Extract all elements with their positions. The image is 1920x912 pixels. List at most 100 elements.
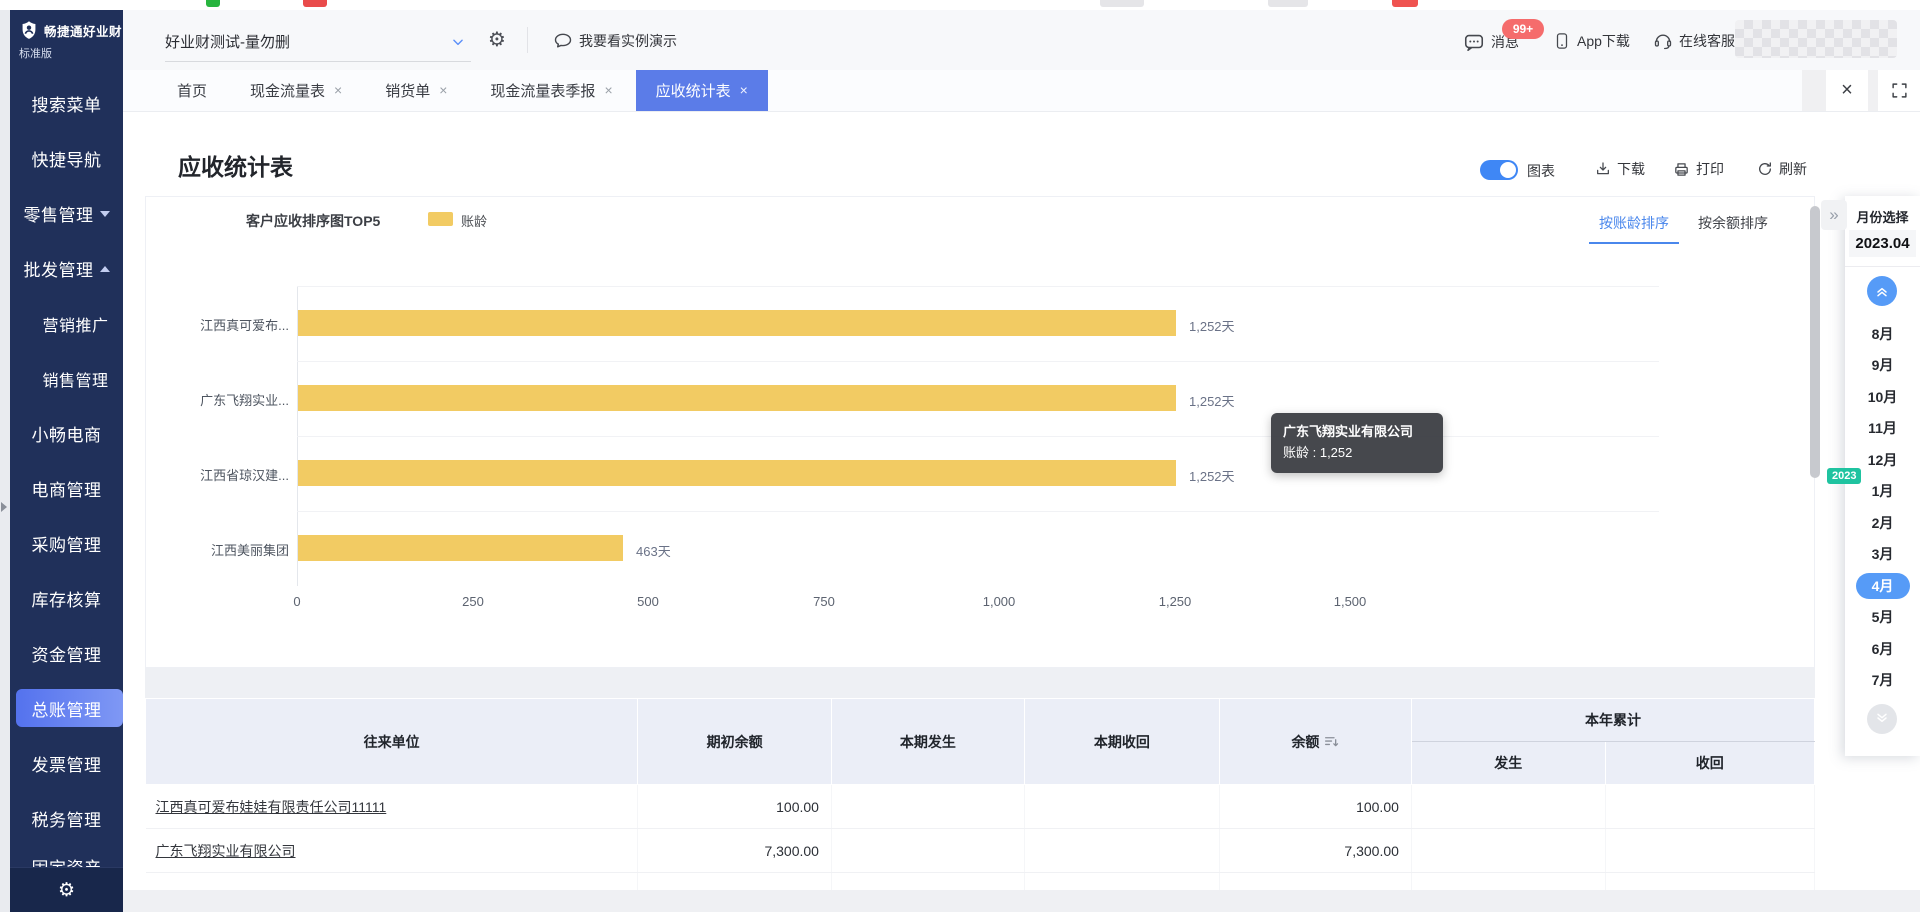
month-item-dec[interactable]: 12月 — [1867, 451, 1898, 468]
sidebar-expand-arrow-icon[interactable] — [1, 502, 7, 512]
browser-fragment — [1392, 0, 1418, 7]
month-item-jul[interactable]: 7月 — [1871, 672, 1894, 689]
sidebar-item-general-ledger[interactable]: 总账管理 — [10, 681, 123, 736]
sort-by-aging-tab[interactable]: 按账龄排序 — [1589, 213, 1679, 244]
x-tick: 1,250 — [1158, 594, 1192, 609]
tab-cash-flow[interactable]: 现金流量表 — [230, 70, 362, 111]
print-button[interactable]: 打印 — [1673, 159, 1724, 179]
month-item-sep[interactable]: 9月 — [1871, 357, 1894, 374]
vertical-scrollbar-thumb[interactable] — [1810, 206, 1820, 478]
bar-jiangxi-zhenkeai[interactable] — [298, 310, 1176, 336]
month-item-oct[interactable]: 10月 — [1867, 388, 1898, 405]
tab-close-icon[interactable] — [439, 82, 447, 99]
ytd-incurred-cell — [1411, 828, 1606, 873]
sidebar-item-invoices[interactable]: 发票管理 — [31, 756, 102, 775]
incurred-cell — [831, 784, 1025, 829]
download-label: 下载 — [1617, 161, 1645, 177]
sidebar-item-wholesale[interactable]: 批发管理 — [10, 241, 123, 296]
sort-by-balance-tab[interactable]: 按余额排序 — [1698, 215, 1768, 231]
tab-receivables-stats[interactable]: 应收统计表 — [635, 70, 768, 111]
horizontal-scrollbar-track[interactable] — [123, 890, 1920, 912]
month-item-aug[interactable]: 8月 — [1871, 325, 1894, 342]
month-item-apr-selected[interactable]: 4月 — [1845, 570, 1920, 602]
month-item-mar[interactable]: 3月 — [1871, 546, 1894, 563]
sidebar-item-sales[interactable]: 销售管理 — [42, 372, 109, 390]
account-dropdown[interactable]: 好业财测试-量勿删 — [165, 22, 471, 62]
x-tick: 750 — [813, 594, 835, 609]
messages-count-badge: 99+ — [1502, 19, 1544, 39]
unit-link[interactable]: 广东飞翔实业有限公司 — [155, 842, 296, 859]
fullscreen-icon — [1891, 83, 1907, 98]
bar-jiangxi-qionghan[interactable] — [298, 460, 1176, 486]
logo: 畅捷通好业财 — [10, 10, 123, 41]
tab-home[interactable]: 首页 — [177, 83, 208, 100]
bar-jiangxi-meili[interactable] — [298, 535, 623, 561]
scroll-months-down-button[interactable] — [1867, 704, 1897, 734]
col-header-incurred: 本期发生 — [830, 698, 1025, 785]
app-download-label: App下载 — [1577, 33, 1630, 49]
bar-value-label: 1,252天 — [1189, 469, 1235, 484]
chart-view-toggle[interactable] — [1480, 160, 1518, 180]
sidebar-item-marketing[interactable]: 营销推广 — [42, 317, 109, 335]
legend-swatch-aging[interactable] — [428, 212, 453, 226]
tab-close-icon[interactable] — [740, 82, 748, 99]
unit-link[interactable]: 江西真可爱布娃娃有限责任公司11111 — [155, 798, 387, 815]
opening-cell: 7,300.00 — [637, 828, 832, 873]
printer-icon — [1675, 162, 1688, 176]
online-support-button[interactable]: 在线客服 — [1653, 31, 1735, 51]
app-download-button[interactable]: App下载 — [1553, 31, 1630, 51]
tab-sales-order[interactable]: 销货单 — [365, 70, 467, 111]
table-row: 江西真可爱布娃娃有限责任公司11111 100.00 100.00 — [145, 784, 1815, 829]
month-selector-panel: 月份选择 2023.04 8月 9月 10月 11月 12月 1月 2月 3月 … — [1845, 196, 1920, 756]
collapse-panel-button[interactable] — [1821, 200, 1847, 230]
refresh-icon — [1759, 162, 1771, 175]
toggle-knob — [1500, 162, 1516, 178]
settings-gear-icon[interactable] — [58, 879, 75, 902]
tab-close-icon[interactable] — [334, 82, 342, 99]
sidebar-item-inventory[interactable]: 库存核算 — [31, 591, 102, 610]
double-chevron-down-icon — [1877, 713, 1887, 723]
sidebar-item-search-menu[interactable]: 搜索菜单 — [31, 96, 102, 115]
download-button[interactable]: 下载 — [1595, 159, 1645, 179]
sidebar-item-purchasing[interactable]: 采购管理 — [31, 536, 102, 555]
category-label: 江西真可爱布... — [200, 318, 289, 333]
sidebar-item-quick-nav[interactable]: 快捷导航 — [31, 151, 102, 170]
col-header-ytd-incurred: 发生 — [1410, 741, 1606, 785]
close-icon — [1841, 79, 1853, 102]
comment-bubble-icon — [554, 33, 572, 48]
chart-tooltip: 广东飞翔实业有限公司 账龄 : 1,252 — [1271, 413, 1443, 473]
gridline — [297, 436, 1659, 437]
category-label: 江西省琼汉建... — [200, 468, 289, 483]
sidebar-item-retail[interactable]: 零售管理 — [10, 186, 123, 241]
demo-link[interactable]: 我要看实例演示 — [553, 31, 677, 51]
refresh-button[interactable]: 刷新 — [1757, 159, 1807, 179]
brand-name: 畅捷通好业财 — [44, 24, 123, 39]
received-cell — [1024, 784, 1220, 829]
tab-close-icon[interactable] — [604, 82, 612, 99]
column-sort-icon[interactable] — [1324, 734, 1339, 752]
chevron-up-icon — [99, 265, 110, 272]
sidebar-item-funds[interactable]: 资金管理 — [31, 646, 102, 665]
legend-label-aging[interactable]: 账龄 — [461, 214, 488, 229]
month-item-nov[interactable]: 11月 — [1868, 420, 1897, 437]
browser-fragment — [206, 0, 220, 7]
tab-cash-flow-quarterly[interactable]: 现金流量表季报 — [470, 70, 632, 111]
sidebar-item-ecommerce-mini[interactable]: 小畅电商 — [31, 426, 102, 445]
sidebar-item-tax[interactable]: 税务管理 — [31, 811, 102, 830]
fullscreen-button[interactable] — [1878, 70, 1920, 111]
settings-gear-icon[interactable] — [488, 27, 506, 52]
tooltip-value: 账龄 : 1,252 — [1283, 445, 1353, 461]
sidebar-item-ecommerce[interactable]: 电商管理 — [31, 481, 102, 500]
month-item-jun[interactable]: 6月 — [1871, 640, 1894, 657]
sidebar-menu: 搜索菜单 快捷导航 零售管理 批发管理 营销推广 销售管理 小畅电商 电商管理 … — [10, 76, 123, 886]
bar-guangdong-feixiang[interactable] — [298, 385, 1176, 411]
month-panel-title: 月份选择 — [1856, 210, 1909, 225]
month-item-jan[interactable]: 1月 — [1871, 483, 1894, 500]
user-account-blurred[interactable] — [1735, 20, 1897, 58]
close-all-tabs-button[interactable] — [1826, 70, 1868, 111]
scroll-months-up-button[interactable] — [1867, 276, 1897, 306]
received-cell — [1024, 828, 1220, 873]
month-item-feb[interactable]: 2月 — [1871, 514, 1894, 531]
browser-strip — [0, 0, 1920, 10]
month-item-may[interactable]: 5月 — [1871, 609, 1894, 626]
